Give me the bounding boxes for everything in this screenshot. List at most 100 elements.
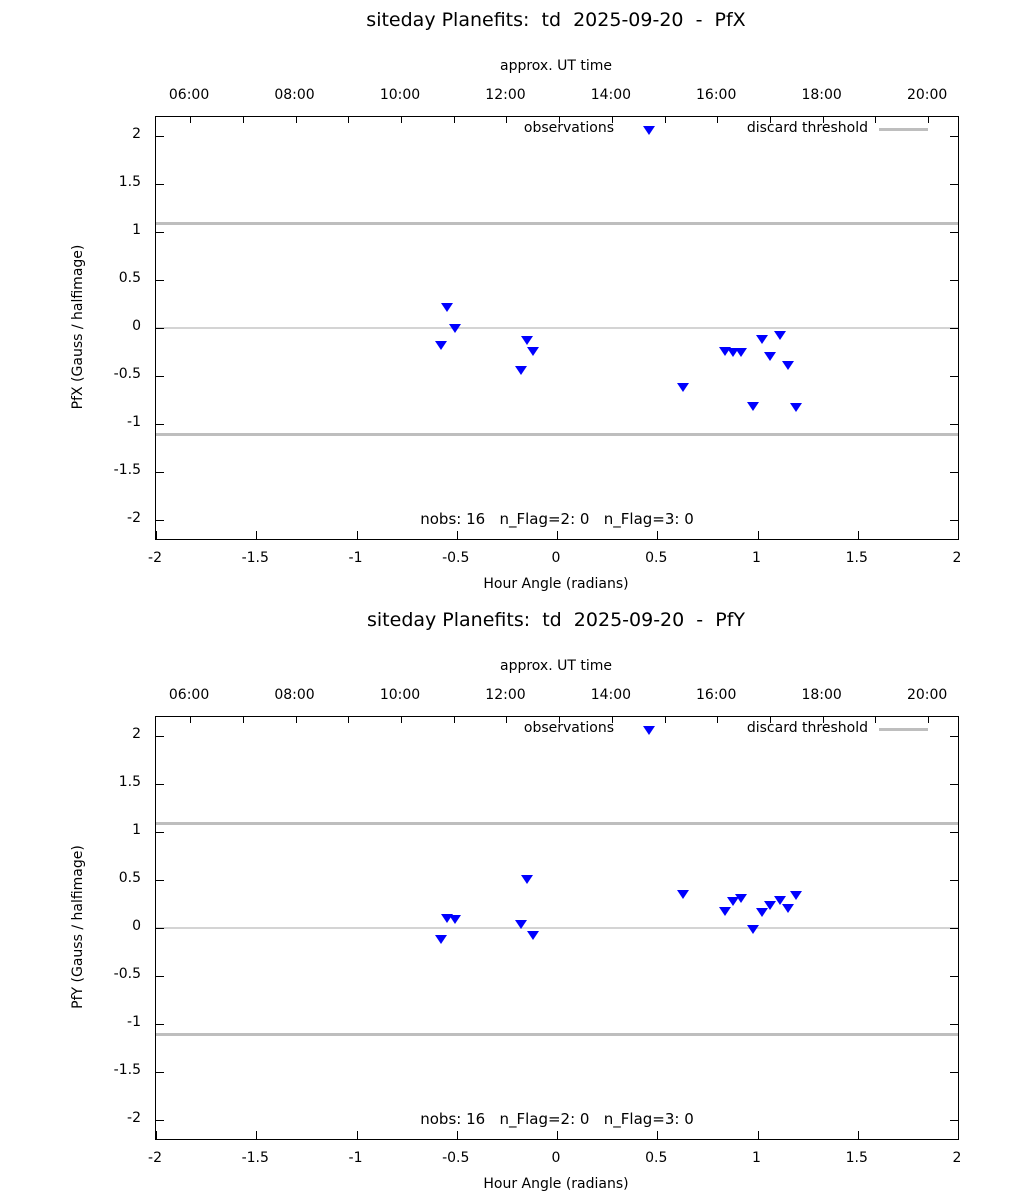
y-tick-label: -1	[127, 413, 141, 430]
data-point	[763, 900, 776, 910]
y-tick-mirror	[950, 975, 958, 977]
legend-threshold-label: discard threshold	[746, 120, 868, 136]
data-point	[719, 346, 732, 356]
x-tick-label: 0	[551, 1150, 561, 1166]
y-tick-mirror	[950, 928, 958, 929]
ut-tick	[611, 117, 613, 123]
x-tick	[256, 1131, 258, 1139]
y-tick-mirror	[950, 280, 958, 282]
ut-tick	[822, 117, 824, 123]
x-axis-label: Hour Angle (radians)	[483, 1176, 629, 1192]
ut-minor-tick	[453, 117, 455, 123]
data-point	[434, 935, 447, 945]
y-tick-label: 0	[132, 918, 141, 934]
y-tick	[156, 880, 164, 882]
data-point	[773, 330, 786, 340]
y-tick-label: 0.5	[118, 870, 141, 887]
data-point	[520, 336, 533, 346]
y-tick-label: 1	[132, 222, 141, 239]
x-tick	[657, 1131, 659, 1139]
ut-tick-label: 06:00	[168, 687, 210, 703]
ut-tick-label: 16:00	[696, 87, 737, 103]
data-point	[747, 924, 760, 934]
y-tick	[156, 328, 164, 329]
y-tick	[156, 736, 164, 738]
x-tick-label: -1.5	[241, 550, 269, 566]
x-tick	[156, 531, 157, 539]
ut-minor-tick	[453, 717, 455, 723]
x-tick	[557, 531, 558, 539]
y-tick-label: -0.5	[113, 365, 141, 382]
y-tick-mirror	[950, 471, 958, 473]
y-tick-mirror	[950, 1023, 958, 1025]
y-tick	[156, 975, 164, 977]
discard-threshold-line	[156, 221, 958, 225]
y-tick-mirror	[950, 423, 958, 425]
ut-tick	[401, 117, 402, 123]
ut-tick	[717, 117, 719, 123]
y-tick-mirror	[950, 136, 958, 138]
y-tick-label: -1	[127, 1013, 141, 1030]
ut-minor-tick	[769, 117, 771, 123]
plot-area: observations discard threshold nobs: 16 …	[155, 116, 959, 540]
discard-threshold-line	[156, 432, 958, 436]
x-tick-label: 2	[952, 550, 962, 566]
y-tick	[156, 1023, 164, 1025]
data-point	[440, 914, 453, 924]
data-point	[727, 897, 740, 907]
ut-minor-tick	[242, 717, 244, 723]
ut-minor-tick	[664, 717, 666, 723]
x-tick	[857, 531, 859, 539]
top-axis-label: approx. UT time	[500, 58, 612, 74]
ut-minor-tick	[559, 717, 561, 723]
x-tick	[156, 1131, 157, 1139]
data-point	[789, 402, 802, 412]
y-tick	[156, 1071, 164, 1073]
y-tick-label: 0	[132, 318, 141, 334]
y-tick-label: 2	[132, 726, 141, 743]
y-tick-mirror	[950, 1119, 958, 1121]
ut-tick	[717, 717, 719, 723]
discard-threshold-line	[156, 1032, 958, 1036]
x-tick-label: 1	[752, 1150, 761, 1166]
data-point	[763, 351, 776, 361]
stats-annotation: nobs: 16 n_Flag=2: 0 n_Flag=3: 0	[420, 1110, 694, 1128]
y-tick-label: 1.5	[118, 174, 141, 191]
triangle-down-icon	[643, 126, 655, 135]
stats-annotation: nobs: 16 n_Flag=2: 0 n_Flag=3: 0	[420, 510, 694, 528]
y-tick	[156, 184, 164, 186]
chart-pfy: siteday Planefits: td 2025-09-20 - PfY a…	[0, 600, 1024, 1200]
x-tick-label: -2	[148, 1150, 162, 1166]
data-point	[755, 335, 768, 345]
zero-line	[156, 327, 958, 329]
data-point	[448, 323, 461, 333]
ut-tick-label: 10:00	[379, 687, 421, 703]
ut-tick-label: 08:00	[274, 687, 315, 703]
ut-tick-label: 20:00	[906, 87, 948, 103]
y-tick-label: 0.5	[118, 270, 141, 287]
data-point	[781, 361, 794, 371]
ut-minor-tick	[875, 717, 877, 723]
y-tick-mirror	[950, 784, 958, 786]
ut-tick-label: 10:00	[379, 87, 421, 103]
top-axis-label: approx. UT time	[500, 658, 612, 674]
y-tick	[156, 136, 164, 138]
data-point	[747, 401, 760, 411]
y-tick-mirror	[950, 736, 958, 738]
x-tick	[958, 1131, 959, 1139]
y-tick-label: 2	[132, 126, 141, 143]
ut-tick-label: 12:00	[485, 87, 526, 103]
zero-line	[156, 927, 958, 929]
y-tick	[156, 928, 164, 929]
data-point	[719, 906, 732, 916]
y-tick-label: 1.5	[118, 774, 141, 791]
data-point	[526, 930, 539, 940]
ut-tick-label: 14:00	[590, 687, 632, 703]
x-tick-label: -1	[348, 550, 363, 566]
x-tick-label: -1	[348, 1150, 363, 1166]
x-tick-label: 0.5	[645, 1150, 668, 1166]
x-tick	[857, 1131, 859, 1139]
y-tick-mirror	[950, 880, 958, 882]
ut-tick-label: 08:00	[274, 87, 315, 103]
ut-minor-tick	[348, 717, 350, 723]
